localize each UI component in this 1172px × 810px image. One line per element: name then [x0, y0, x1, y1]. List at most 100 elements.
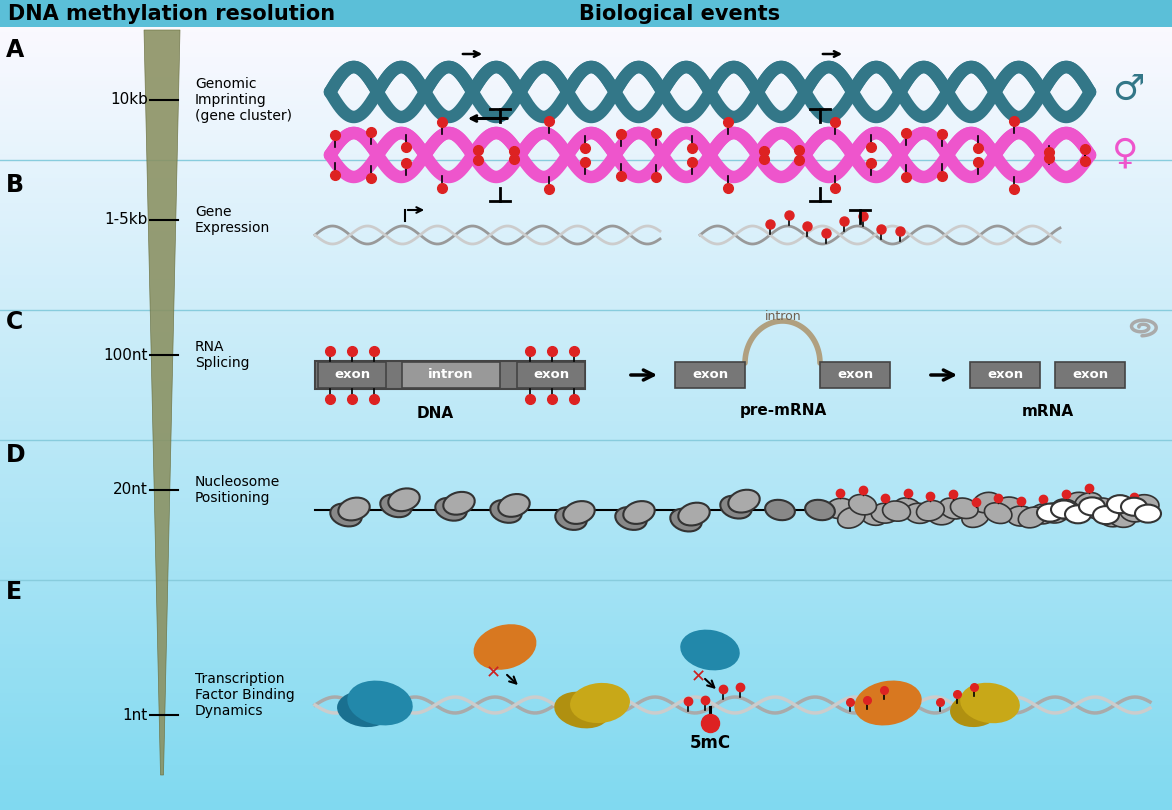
Bar [0, 728, 1172, 733]
Bar [0, 461, 1172, 466]
Bar [0, 356, 1172, 360]
Bar [0, 574, 1172, 579]
Ellipse shape [624, 501, 655, 524]
Bar [0, 437, 1172, 441]
Bar [0, 360, 1172, 364]
Bar [0, 428, 1172, 433]
Ellipse shape [1108, 495, 1133, 514]
Bar [0, 595, 1172, 599]
Ellipse shape [1029, 504, 1057, 524]
Text: 10kb: 10kb [110, 92, 148, 108]
Ellipse shape [339, 497, 369, 520]
Bar [0, 315, 1172, 320]
Bar [0, 68, 1172, 73]
Bar [0, 117, 1172, 121]
FancyBboxPatch shape [820, 362, 890, 388]
Text: Transcription
Factor Binding
Dynamics: Transcription Factor Binding Dynamics [195, 671, 294, 718]
Bar [0, 100, 1172, 105]
Ellipse shape [854, 680, 921, 726]
Ellipse shape [670, 509, 702, 531]
Ellipse shape [1075, 492, 1102, 514]
Bar [0, 663, 1172, 668]
Bar [0, 230, 1172, 235]
Bar [0, 526, 1172, 531]
Ellipse shape [615, 507, 647, 530]
Ellipse shape [1052, 499, 1079, 519]
Ellipse shape [556, 507, 587, 530]
Bar [0, 627, 1172, 632]
Ellipse shape [883, 501, 911, 521]
Bar [0, 489, 1172, 494]
Bar [0, 615, 1172, 620]
Bar [0, 736, 1172, 741]
Bar [0, 647, 1172, 652]
Text: C: C [6, 310, 23, 334]
Bar [0, 3, 1172, 8]
Bar [0, 303, 1172, 308]
Bar [0, 307, 1172, 312]
Bar [0, 32, 1172, 36]
Bar [0, 546, 1172, 551]
Ellipse shape [1131, 495, 1159, 515]
Ellipse shape [962, 506, 989, 527]
Bar [0, 190, 1172, 194]
Bar [0, 671, 1172, 676]
Bar [0, 36, 1172, 41]
Bar [0, 15, 1172, 20]
Ellipse shape [570, 683, 629, 723]
Ellipse shape [871, 503, 899, 523]
Bar [0, 530, 1172, 535]
Bar [0, 659, 1172, 664]
Bar [0, 493, 1172, 498]
Text: exon: exon [1072, 369, 1108, 382]
Bar [0, 566, 1172, 571]
Bar [0, 801, 1172, 806]
Ellipse shape [860, 505, 887, 526]
Ellipse shape [554, 692, 609, 728]
Bar [0, 651, 1172, 656]
Bar [0, 388, 1172, 393]
Bar [0, 465, 1172, 470]
Ellipse shape [490, 500, 522, 522]
Bar [0, 380, 1172, 385]
Bar [0, 169, 1172, 174]
Ellipse shape [1120, 497, 1147, 516]
Bar [0, 331, 1172, 336]
Bar [0, 485, 1172, 490]
Bar [0, 416, 1172, 421]
Ellipse shape [950, 693, 1000, 727]
Bar [0, 250, 1172, 255]
Bar [0, 412, 1172, 417]
Bar [0, 299, 1172, 304]
Bar [0, 586, 1172, 591]
Text: ✕: ✕ [485, 664, 500, 682]
Bar [0, 76, 1172, 81]
Ellipse shape [973, 492, 1001, 513]
Bar [0, 433, 1172, 437]
Bar [0, 696, 1172, 701]
Ellipse shape [388, 488, 420, 511]
Bar [0, 789, 1172, 794]
Text: 100nt: 100nt [103, 347, 148, 363]
Bar [0, 311, 1172, 316]
Bar [0, 295, 1172, 300]
Bar [0, 287, 1172, 292]
Ellipse shape [928, 505, 955, 525]
Ellipse shape [728, 490, 759, 513]
Ellipse shape [1134, 505, 1161, 522]
Bar [0, 761, 1172, 765]
Bar [0, 457, 1172, 462]
Bar [0, 688, 1172, 693]
Bar [0, 509, 1172, 514]
Bar [0, 619, 1172, 624]
Text: ♀: ♀ [1112, 136, 1138, 170]
Text: exon: exon [691, 369, 728, 382]
Bar [0, 578, 1172, 583]
Bar [0, 639, 1172, 644]
Text: exon: exon [334, 369, 370, 382]
Text: exon: exon [987, 369, 1023, 382]
Text: Gene
Expression: Gene Expression [195, 205, 271, 235]
Bar [0, 708, 1172, 713]
Ellipse shape [1086, 498, 1113, 519]
Bar [0, 777, 1172, 782]
